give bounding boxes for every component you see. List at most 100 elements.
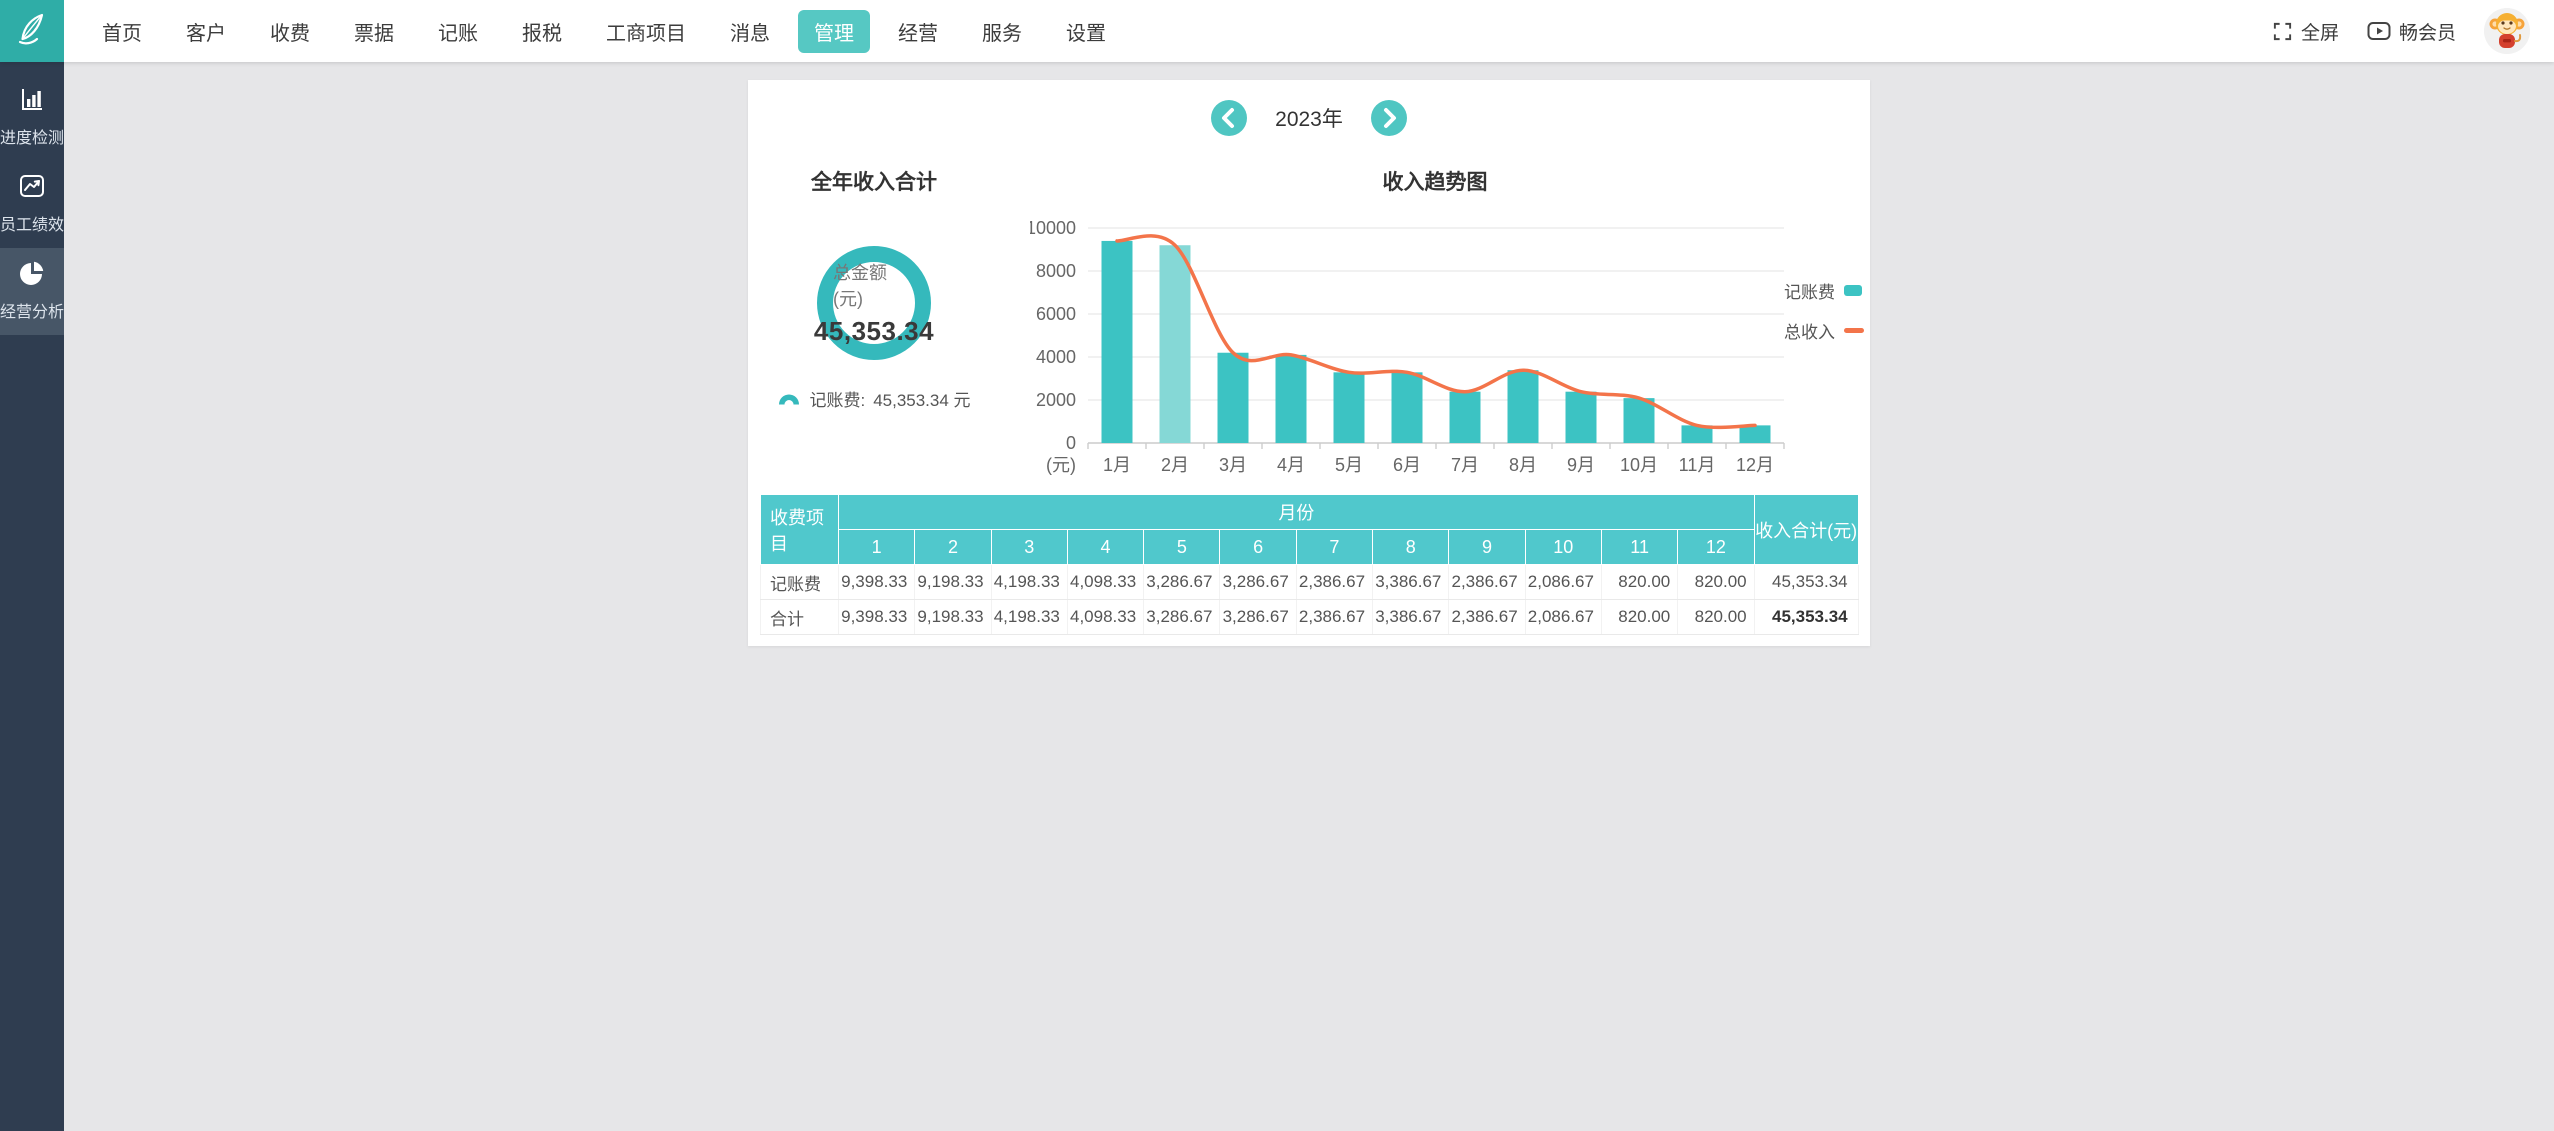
year-selector: 2023年 — [748, 100, 1870, 136]
legend-label: 记账费 — [1784, 283, 1835, 302]
month-value: 3,286.67 — [1219, 599, 1297, 635]
month-value: 2,086.67 — [1525, 599, 1602, 635]
bar-6月 — [1391, 372, 1423, 443]
income-table: 收费项目 月份 收入合计(元) 1 2 3 4 5 6 7 8 9 10 11 12 记账费 9,398.33 9… — [760, 494, 1859, 635]
table-row: 记账费 9,398.33 9,198.33 4,198.33 4,098.33 3,286… — [760, 564, 1859, 600]
chart-legend: 记账费 总收入 — [1784, 278, 1864, 343]
fullscreen-button[interactable]: 全屏 — [2272, 18, 2339, 45]
svg-text:8000: 8000 — [1036, 261, 1076, 281]
summary-title: 全年收入合计 — [811, 171, 937, 194]
svg-text:4000: 4000 — [1036, 347, 1076, 367]
nav-item-6[interactable]: 报税 — [522, 22, 562, 45]
nav-item-4[interactable]: 票据 — [354, 22, 394, 45]
col-header-item: 收费项目 — [760, 494, 839, 565]
svg-text:11月: 11月 — [1679, 455, 1716, 475]
chevron-right-icon — [1383, 108, 1396, 128]
donut-center-label: 总金额(元) — [833, 263, 887, 309]
bar-4月 — [1275, 354, 1307, 443]
app-logo[interactable] — [0, 0, 64, 62]
sidebar-item-3[interactable]: 经营分析 — [0, 248, 64, 335]
month-value: 820.00 — [1677, 599, 1755, 635]
nav-item-3[interactable]: 收费 — [270, 22, 310, 45]
next-year-button[interactable] — [1370, 100, 1407, 136]
month-value: 3,386.67 — [1372, 599, 1450, 635]
bar-marker-icon — [1844, 285, 1862, 296]
svg-text:7月: 7月 — [1451, 455, 1479, 475]
arc-marker-icon — [779, 394, 800, 405]
donut-chart: 总金额(元) 45,353.34 — [813, 246, 935, 360]
nav-item-7[interactable]: 工商项目 — [606, 22, 686, 45]
nav-item-1[interactable]: 首页 — [102, 22, 142, 45]
donut-legend[interactable]: 记账费: 45,353.34 元 — [748, 386, 1000, 411]
sidebar-item-label: 经营分析 — [0, 304, 65, 321]
nav-item-5[interactable]: 记账 — [438, 22, 478, 45]
month-value: 3,286.67 — [1219, 564, 1297, 600]
row-label: 记账费 — [760, 564, 839, 600]
col-header-month: 10 — [1524, 529, 1602, 565]
svg-text:2月: 2月 — [1161, 455, 1189, 475]
sidebar-item-1[interactable]: 进度检测 — [0, 74, 64, 161]
svg-text:1月: 1月 — [1103, 455, 1131, 475]
col-header-month: 2 — [914, 529, 992, 565]
leaf-icon — [18, 13, 44, 45]
svg-text:10月: 10月 — [1620, 455, 1658, 475]
bar-chart-icon — [19, 86, 45, 117]
svg-text:3月: 3月 — [1219, 455, 1247, 475]
analysis-card: 2023年 全年收入合计 总金额(元) 45,353.34 记账费: 45,35… — [748, 80, 1870, 646]
col-header-month: 12 — [1677, 529, 1755, 565]
month-value: 4,098.33 — [1067, 564, 1145, 600]
nav-item-10[interactable]: 经营 — [898, 22, 938, 45]
col-header-month: 1 — [837, 529, 916, 565]
line-chart-icon — [19, 173, 45, 204]
month-value: 3,386.67 — [1372, 564, 1450, 600]
month-value: 9,198.33 — [914, 599, 992, 635]
col-header-month: 3 — [990, 529, 1068, 565]
bar-11月 — [1681, 425, 1713, 443]
nav-item-9[interactable]: 管理 — [798, 9, 870, 53]
sidebar-item-2[interactable]: 员工绩效 — [0, 161, 64, 248]
bar-2月 — [1159, 245, 1191, 443]
prev-year-button[interactable] — [1211, 100, 1248, 136]
chevron-left-icon — [1222, 108, 1235, 128]
total-income-line — [1115, 234, 1757, 430]
svg-text:6000: 6000 — [1036, 304, 1076, 324]
legend-item-bar[interactable]: 记账费 — [1784, 278, 1864, 303]
legend-item-line[interactable]: 总收入 — [1784, 318, 1864, 343]
donut-legend-label: 记账费: — [809, 391, 866, 410]
donut-center-value: 45,353.34 — [813, 316, 935, 346]
member-label: 畅会员 — [2398, 22, 2456, 44]
month-value: 4,198.33 — [991, 564, 1068, 600]
col-header-month: 8 — [1372, 529, 1450, 565]
month-value: 9,198.33 — [914, 564, 992, 600]
user-avatar[interactable] — [2484, 8, 2530, 54]
month-value: 2,386.67 — [1296, 564, 1374, 600]
top-nav-bar: 首页 客户 收费 票据 记账 报税 工商项目 消息 管理 经营 服务 设置 全屏 畅会员 — [0, 0, 2554, 62]
donut-legend-value: 45,353.34 元 — [873, 391, 971, 410]
bar-5月 — [1333, 372, 1365, 443]
nav-item-11[interactable]: 服务 — [982, 22, 1022, 45]
fullscreen-label: 全屏 — [2300, 22, 2339, 44]
member-button[interactable]: 畅会员 — [2367, 18, 2456, 45]
trend-title: 收入趋势图 — [1382, 171, 1488, 194]
month-value: 9,398.33 — [838, 564, 916, 600]
svg-text:10000: 10000 — [1030, 218, 1076, 238]
col-header-month: 6 — [1219, 529, 1297, 565]
col-header-month: 7 — [1295, 529, 1374, 565]
col-header-month: 4 — [1066, 529, 1145, 565]
table-row: 合计 9,398.33 9,198.33 4,198.33 4,098.33 3,286.… — [760, 599, 1859, 635]
month-value: 9,398.33 — [838, 599, 916, 635]
month-value: 3,286.67 — [1143, 599, 1221, 635]
annual-summary-panel: 全年收入合计 总金额(元) 45,353.34 记账费: 45,353.34 元 — [748, 166, 1000, 411]
nav-item-8[interactable]: 消息 — [730, 22, 770, 45]
nav-item-12[interactable]: 设置 — [1066, 22, 1106, 45]
trend-chart: 0 2000 4000 6000 8000 10000 (元) 1月 2月 3月 4月 5月 6月 7月 8… — [1030, 218, 1785, 475]
svg-text:(元): (元) — [1046, 455, 1076, 475]
nav-item-2[interactable]: 客户 — [186, 22, 226, 45]
month-value: 4,198.33 — [991, 599, 1068, 635]
month-value: 4,098.33 — [1067, 599, 1145, 635]
year-label: 2023年 — [1275, 108, 1343, 131]
month-value: 2,386.67 — [1296, 599, 1374, 635]
col-header-month: 11 — [1600, 529, 1679, 565]
sidebar: 进度检测 员工绩效经营分析 — [0, 62, 64, 1131]
bar-8月 — [1507, 370, 1539, 443]
